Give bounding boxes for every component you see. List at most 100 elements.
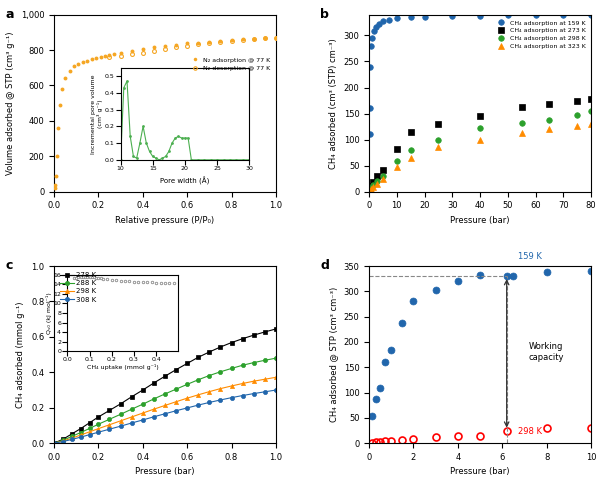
308 K xyxy=(150,414,157,420)
278 K xyxy=(239,336,246,341)
Line: N₂ desorption @ 77 K: N₂ desorption @ 77 K xyxy=(107,36,278,59)
Line: 288 K: 288 K xyxy=(52,356,278,445)
N₂ adsorption @ 77 K xyxy=(92,55,100,61)
Text: 159 K: 159 K xyxy=(518,252,542,261)
Text: b: b xyxy=(320,7,329,20)
N₂ adsorption @ 77 K xyxy=(110,51,118,57)
CH₄ adsorption at 159 K xyxy=(587,12,595,18)
308 K xyxy=(77,434,84,440)
CH₄ adsorption at 298 K xyxy=(370,183,377,188)
N₂ adsorption @ 77 K xyxy=(66,68,73,74)
CH₄ adsorption at 159 K xyxy=(375,21,382,27)
CH₄ adsorption at 159 K xyxy=(393,15,400,21)
CH₄ adsorption at 323 K xyxy=(407,155,415,161)
298 K xyxy=(50,440,58,446)
278 K xyxy=(117,401,124,407)
N₂ desorption @ 77 K xyxy=(184,43,191,49)
CH₄ adsorption at 159 K xyxy=(532,12,539,18)
CH₄ adsorption at 159 K xyxy=(504,12,511,18)
CH₄ adsorption at 273 K xyxy=(574,98,581,104)
308 K xyxy=(261,389,268,395)
CH₄ adsorption at 273 K xyxy=(367,184,374,189)
308 K xyxy=(59,439,67,445)
298 K xyxy=(59,438,67,444)
278 K xyxy=(272,326,280,332)
278 K xyxy=(194,355,202,360)
Legend: CH₄ adsorption at 159 K, CH₄ adsorption at 273 K, CH₄ adsorption at 298 K, CH₄ a: CH₄ adsorption at 159 K, CH₄ adsorption … xyxy=(493,18,588,52)
CH₄ adsorption at 298 K xyxy=(435,137,442,143)
CH₄ adsorption at 159 K xyxy=(366,131,373,137)
308 K xyxy=(184,405,191,411)
N₂ desorption @ 77 K xyxy=(128,52,135,57)
Line: 298 K: 298 K xyxy=(52,375,278,445)
CH₄ adsorption at 298 K xyxy=(518,120,525,126)
N₂ desorption @ 77 K xyxy=(172,44,179,50)
CH₄ adsorption at 159 K xyxy=(367,64,374,70)
308 K xyxy=(106,426,113,432)
Text: 298 K: 298 K xyxy=(518,427,542,435)
Text: a: a xyxy=(5,7,14,20)
N₂ desorption @ 77 K xyxy=(139,50,146,56)
298 K xyxy=(239,380,246,386)
298 K xyxy=(272,375,280,380)
288 K xyxy=(77,430,84,435)
Text: Working
capacity: Working capacity xyxy=(529,342,565,362)
288 K xyxy=(128,406,135,412)
278 K xyxy=(172,367,179,373)
Text: c: c xyxy=(5,259,13,272)
298 K xyxy=(194,392,202,398)
Text: d: d xyxy=(320,259,329,272)
CH₄ adsorption at 273 K xyxy=(407,130,415,135)
CH₄ adsorption at 273 K xyxy=(393,146,400,152)
CH₄ adsorption at 159 K xyxy=(373,24,380,30)
278 K xyxy=(95,414,102,420)
CH₄ adsorption at 273 K xyxy=(379,167,386,173)
298 K xyxy=(250,378,257,384)
N₂ adsorption @ 77 K xyxy=(79,59,86,65)
288 K xyxy=(139,401,146,407)
CH₄ adsorption at 298 K xyxy=(476,125,484,131)
CH₄ adsorption at 273 K xyxy=(435,121,442,127)
308 K xyxy=(68,436,76,442)
308 K xyxy=(206,399,213,405)
308 K xyxy=(86,432,93,438)
288 K xyxy=(172,386,179,392)
CH₄ adsorption at 298 K xyxy=(587,108,595,114)
308 K xyxy=(172,408,179,413)
N₂ desorption @ 77 K xyxy=(117,53,124,59)
278 K xyxy=(184,360,191,366)
CH₄ adsorption at 159 K xyxy=(560,12,567,18)
CH₄ adsorption at 323 K xyxy=(518,131,525,136)
CH₄ adsorption at 323 K xyxy=(367,186,374,192)
Line: 278 K: 278 K xyxy=(52,327,278,445)
N₂ adsorption @ 77 K xyxy=(228,37,235,43)
288 K xyxy=(272,355,280,361)
298 K xyxy=(128,414,135,420)
CH₄ adsorption at 298 K xyxy=(379,173,386,179)
N₂ adsorption @ 77 K xyxy=(55,125,62,131)
N₂ adsorption @ 77 K xyxy=(261,36,268,41)
N₂ adsorption @ 77 K xyxy=(239,37,246,42)
308 K xyxy=(228,395,235,401)
N₂ desorption @ 77 K xyxy=(272,35,280,41)
N₂ adsorption @ 77 K xyxy=(150,44,157,50)
CH₄ adsorption at 323 K xyxy=(379,176,386,182)
CH₄ adsorption at 298 K xyxy=(367,187,374,193)
278 K xyxy=(261,329,268,335)
278 K xyxy=(206,349,213,355)
298 K xyxy=(86,429,93,435)
CH₄ adsorption at 273 K xyxy=(587,96,595,102)
308 K xyxy=(217,397,224,403)
CH₄ adsorption at 298 K xyxy=(574,112,581,117)
N₂ adsorption @ 77 K xyxy=(184,40,191,46)
N₂ adsorption @ 77 K xyxy=(51,185,58,191)
N₂ desorption @ 77 K xyxy=(106,55,113,60)
288 K xyxy=(95,421,102,427)
N₂ adsorption @ 77 K xyxy=(70,63,77,69)
278 K xyxy=(59,436,67,442)
298 K xyxy=(184,395,191,401)
CH₄ adsorption at 159 K xyxy=(368,43,375,49)
CH₄ adsorption at 323 K xyxy=(587,121,595,127)
N₂ desorption @ 77 K xyxy=(239,37,246,43)
298 K xyxy=(68,435,76,441)
